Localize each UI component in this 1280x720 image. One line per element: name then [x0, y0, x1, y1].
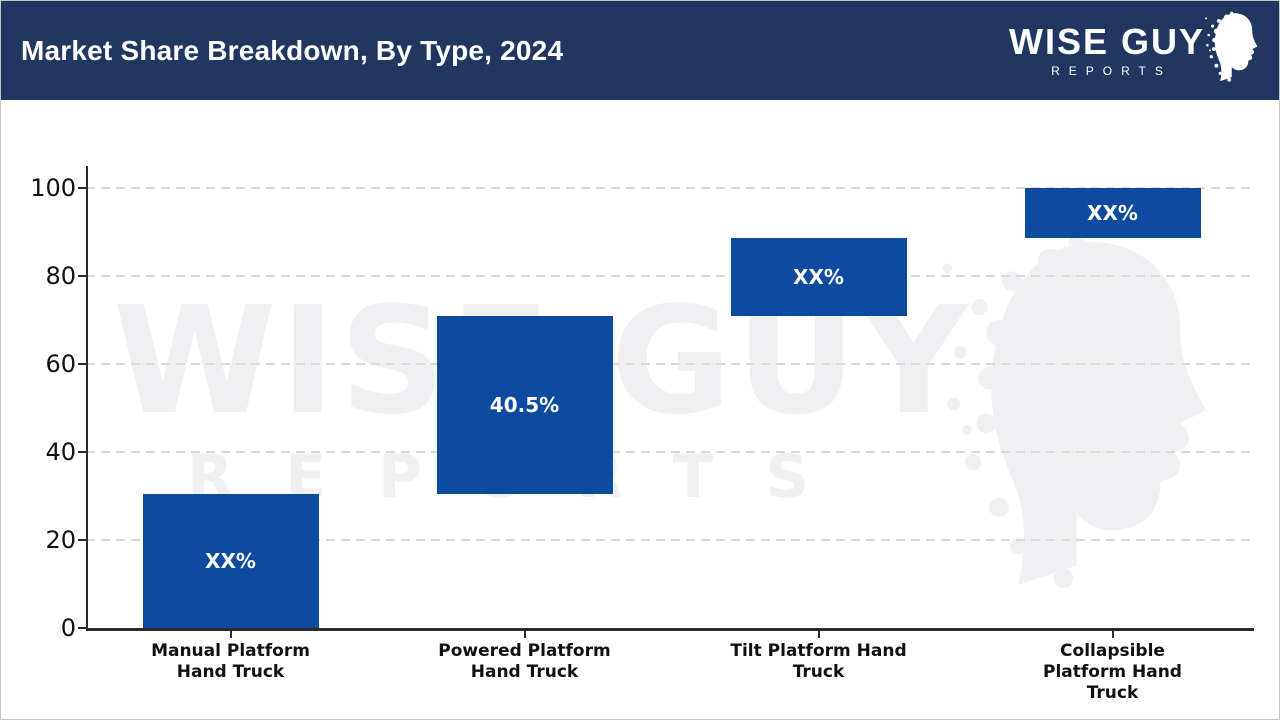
- wiseguy-logo: WISE GUY REPORTS: [1009, 7, 1265, 95]
- y-tick-label-80: 80: [45, 262, 76, 290]
- y-tick-60: [78, 363, 86, 365]
- bar-3: XX%: [1024, 188, 1201, 239]
- bar-value-label: 40.5%: [489, 393, 560, 418]
- y-tick-0: [78, 627, 86, 629]
- wiseguy-logo-text: WISE GUY REPORTS: [1008, 21, 1205, 78]
- category-label-line: Platform Hand: [1043, 662, 1182, 682]
- category-label-line: Truck: [1086, 683, 1139, 703]
- logo-brand-sub: REPORTS: [1051, 64, 1172, 78]
- bar-1: 40.5%: [436, 316, 613, 495]
- y-tick-label-20: 20: [45, 526, 76, 554]
- x-axis-line: [86, 628, 1254, 631]
- y-tick-80: [78, 275, 86, 277]
- x-tick-2: [817, 631, 820, 638]
- wiseguy-head-icon: [1201, 7, 1265, 95]
- gridline-80: [86, 275, 1254, 277]
- category-label-line: Powered Platform: [438, 641, 611, 661]
- category-label-line: Truck: [792, 662, 845, 682]
- gridline-40: [86, 451, 1254, 453]
- bar-2: XX%: [730, 238, 907, 317]
- category-label-1: Powered Platform Hand Truck: [438, 641, 610, 683]
- category-label-line: Tilt Platform Hand: [730, 641, 907, 661]
- y-tick-100: [78, 187, 86, 189]
- y-tick-label-60: 60: [45, 350, 76, 378]
- category-label-2: Tilt Platform Hand Truck: [730, 641, 906, 683]
- bar-0: XX%: [142, 494, 319, 628]
- category-label-line: Manual Platform: [151, 641, 310, 661]
- gridline-20: [86, 539, 1254, 541]
- bar-value-label: XX%: [205, 549, 256, 574]
- page-title: Market Share Breakdown, By Type, 2024: [21, 34, 564, 66]
- y-tick-label-40: 40: [45, 438, 76, 466]
- y-axis-line: [86, 166, 88, 628]
- category-label-line: Hand Truck: [470, 662, 579, 682]
- x-tick-3: [1111, 631, 1114, 638]
- bar-value-label: XX%: [793, 265, 844, 290]
- y-tick-label-100: 100: [30, 174, 76, 202]
- y-tick-20: [78, 539, 86, 541]
- category-label-line: Collapsible: [1060, 641, 1165, 661]
- waterfall-chart: 0 20 40 60 80 100 XX% Manual Platform Hand Truck…: [1, 100, 1279, 719]
- logo-brand-name: WISE GUY: [1008, 21, 1205, 62]
- y-tick-40: [78, 451, 86, 453]
- category-label-3: Collapsible Platform Hand Truck: [1043, 641, 1182, 704]
- bar-value-label: XX%: [1087, 201, 1138, 226]
- x-tick-0: [229, 631, 232, 638]
- category-label-line: Hand Truck: [176, 662, 285, 682]
- gridline-100: [86, 187, 1254, 189]
- y-tick-label-0: 0: [60, 614, 76, 642]
- gridline-60: [86, 363, 1254, 365]
- header-bar: Market Share Breakdown, By Type, 2024 WI…: [1, 1, 1279, 100]
- category-label-0: Manual Platform Hand Truck: [151, 641, 310, 683]
- x-tick-1: [523, 631, 526, 638]
